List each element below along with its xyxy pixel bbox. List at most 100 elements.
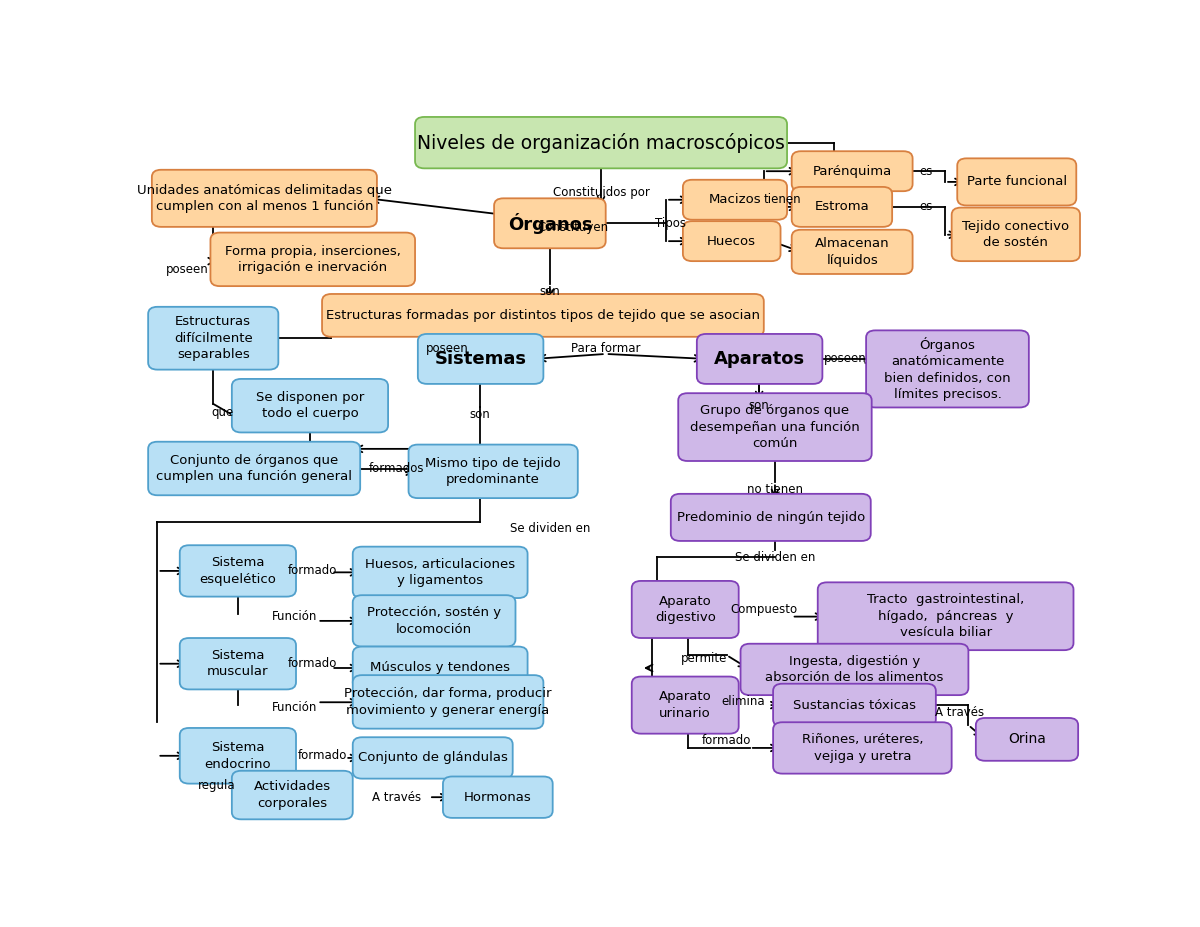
Text: Se dividen en: Se dividen en [734,551,815,564]
FancyBboxPatch shape [210,233,415,286]
Text: Niveles de organización macroscópicos: Niveles de organización macroscópicos [418,133,785,153]
Text: poseen: poseen [824,352,868,365]
FancyBboxPatch shape [817,582,1074,650]
Text: no tienen: no tienen [746,483,803,496]
Text: Tracto  gastrointestinal,
hígado,  páncreas  y
vesícula biliar: Tracto gastrointestinal, hígado, páncrea… [866,593,1025,640]
FancyBboxPatch shape [952,208,1080,261]
FancyBboxPatch shape [232,379,388,433]
FancyBboxPatch shape [408,445,578,498]
FancyBboxPatch shape [683,180,787,220]
Text: Sistema
endocrino: Sistema endocrino [204,741,271,770]
Text: Estroma: Estroma [815,200,869,213]
Text: Orina: Orina [1008,732,1046,746]
Text: poseen: poseen [426,342,469,355]
Text: A través: A través [935,705,984,718]
FancyBboxPatch shape [418,334,544,384]
FancyBboxPatch shape [976,717,1078,761]
Text: Órganos
anatómicamente
bien definidos, con
límites precisos.: Órganos anatómicamente bien definidos, c… [884,337,1010,401]
Text: Protección, dar forma, producir
movimiento y generar energía: Protección, dar forma, producir movimien… [344,687,552,717]
FancyBboxPatch shape [792,187,892,227]
FancyBboxPatch shape [180,638,296,690]
Text: Parénquima: Parénquima [812,165,892,178]
Text: Aparatos: Aparatos [714,349,805,368]
Text: son: son [469,408,491,421]
FancyBboxPatch shape [353,675,544,729]
FancyBboxPatch shape [958,159,1076,206]
Text: son: son [749,399,769,412]
FancyBboxPatch shape [678,393,871,461]
FancyBboxPatch shape [773,684,936,727]
FancyBboxPatch shape [697,334,822,384]
Text: Se dividen en: Se dividen en [510,522,590,535]
Text: Hormonas: Hormonas [464,791,532,804]
FancyBboxPatch shape [671,494,871,541]
Text: Protección, sostén y
locomoción: Protección, sostén y locomoción [367,606,502,636]
FancyBboxPatch shape [631,581,739,638]
Text: Para formar: Para formar [571,342,641,355]
Text: Sistemas: Sistemas [434,349,527,368]
FancyBboxPatch shape [353,647,528,690]
Text: formado: formado [702,734,751,747]
Text: Riñones, uréteres,
vejiga y uretra: Riñones, uréteres, vejiga y uretra [802,733,923,763]
FancyBboxPatch shape [353,737,512,779]
FancyBboxPatch shape [494,198,606,248]
Text: regula: regula [198,780,235,793]
Text: Sistema
muscular: Sistema muscular [208,649,269,679]
Text: formado: formado [298,749,347,762]
FancyBboxPatch shape [180,728,296,783]
Text: Actividades
corporales: Actividades corporales [253,781,331,810]
Text: Función: Función [271,610,317,623]
Text: Unidades anatómicas delimitadas que
cumplen con al menos 1 función: Unidades anatómicas delimitadas que cump… [137,184,392,213]
Text: es: es [920,200,934,213]
Text: Almacenan
líquidos: Almacenan líquidos [815,237,889,267]
Text: poseen: poseen [166,263,209,276]
Text: Compuesto: Compuesto [731,603,797,616]
FancyBboxPatch shape [148,442,360,495]
FancyBboxPatch shape [443,777,553,818]
Text: que: que [211,406,234,419]
Text: Aparato
digestivo: Aparato digestivo [655,595,715,624]
Text: Tejido conectivo
de sostén: Tejido conectivo de sostén [962,220,1069,249]
Text: Conjunto de glándulas: Conjunto de glándulas [358,752,508,765]
Text: Parte funcional: Parte funcional [967,175,1067,188]
FancyBboxPatch shape [232,770,353,819]
Text: Órganos: Órganos [508,213,592,234]
FancyBboxPatch shape [792,151,912,191]
FancyBboxPatch shape [148,307,278,370]
FancyBboxPatch shape [773,722,952,774]
FancyBboxPatch shape [631,677,739,733]
Text: Ingesta, digestión y
absorción de los alimentos: Ingesta, digestión y absorción de los al… [766,654,943,684]
Text: Sustancias tóxicas: Sustancias tóxicas [793,699,916,712]
Text: A través: A través [372,792,421,805]
FancyBboxPatch shape [792,230,912,274]
FancyBboxPatch shape [415,117,787,169]
Text: Constituyen: Constituyen [538,221,608,235]
Text: Estructuras formadas por distintos tipos de tejido que se asocian: Estructuras formadas por distintos tipos… [326,309,760,322]
Text: Huesos, articulaciones
y ligamentos: Huesos, articulaciones y ligamentos [365,558,515,587]
FancyBboxPatch shape [683,222,780,261]
Text: Constituidos por: Constituidos por [553,186,649,199]
Text: son: son [540,285,560,298]
Text: Tipos: Tipos [655,217,686,230]
Text: formados: formados [368,462,425,475]
Text: tienen: tienen [763,193,802,206]
FancyBboxPatch shape [353,547,528,598]
FancyBboxPatch shape [740,643,968,695]
Text: Huecos: Huecos [707,235,756,248]
Text: Aparato
urinario: Aparato urinario [659,691,712,720]
FancyBboxPatch shape [322,294,764,337]
Text: Predominio de ningún tejido: Predominio de ningún tejido [677,511,865,524]
Text: Sistema
esquelético: Sistema esquelético [199,556,276,586]
Text: Se disponen por
todo el cuerpo: Se disponen por todo el cuerpo [256,391,364,421]
Text: Estructuras
difícilmente
separables: Estructuras difícilmente separables [174,315,253,362]
Text: Macizos: Macizos [709,193,761,206]
Text: es: es [920,165,934,178]
Text: permite: permite [682,652,727,665]
Text: Músculos y tendones: Músculos y tendones [370,662,510,675]
Text: formado: formado [288,657,337,670]
Text: Grupo de órganos que
desempeñan una función
común: Grupo de órganos que desempeñan una func… [690,404,860,451]
FancyBboxPatch shape [866,330,1028,408]
Text: Forma propia, inserciones,
irrigación e inervación: Forma propia, inserciones, irrigación e … [224,245,401,274]
FancyBboxPatch shape [180,545,296,597]
Text: elimina: elimina [721,695,766,708]
